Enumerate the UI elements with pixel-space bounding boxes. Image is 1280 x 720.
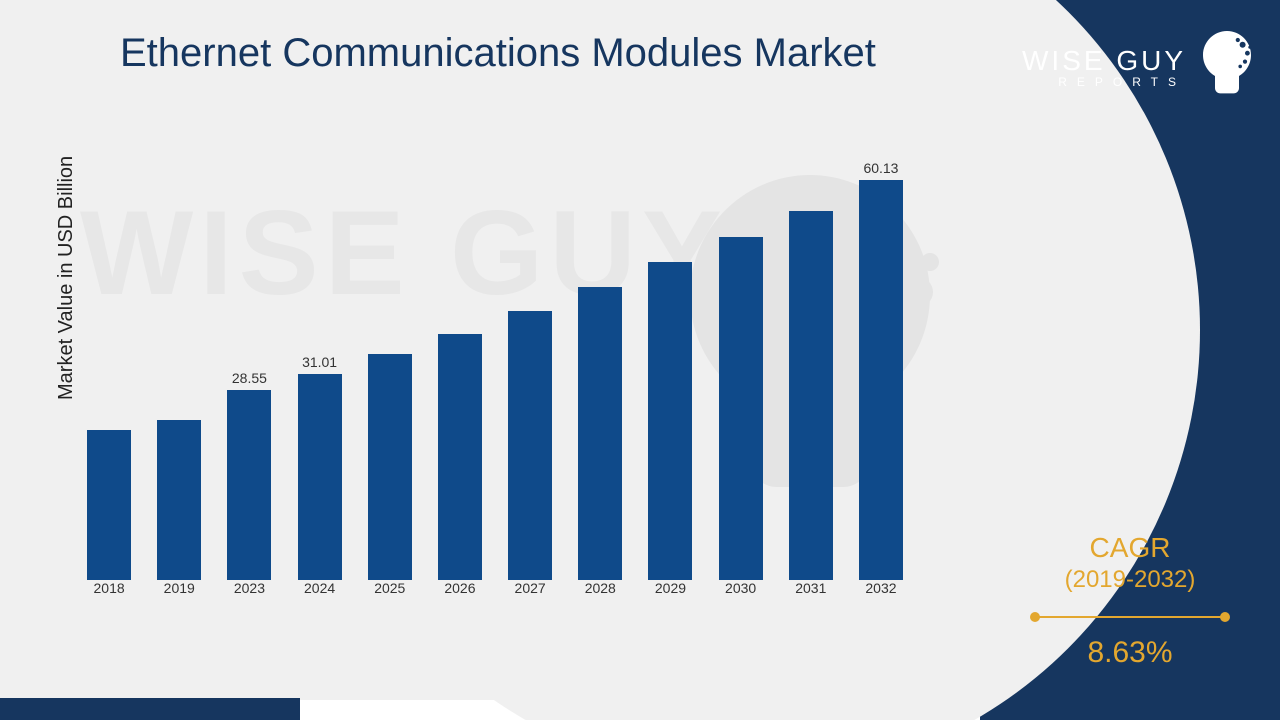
bottom-strip bbox=[0, 698, 300, 720]
bar bbox=[438, 334, 482, 580]
bar-wrap: 28.55 bbox=[224, 390, 274, 580]
bar bbox=[648, 262, 692, 580]
bar bbox=[227, 390, 271, 580]
x-tick: 2024 bbox=[295, 580, 345, 600]
bar-wrap: 60.13 bbox=[856, 180, 906, 580]
x-tick: 2023 bbox=[224, 580, 274, 600]
bar-value-label: 60.13 bbox=[863, 160, 898, 176]
brand-line2: REPORTS bbox=[1022, 75, 1186, 89]
x-tick: 2027 bbox=[505, 580, 555, 600]
chart-title: Ethernet Communications Modules Market bbox=[120, 30, 880, 76]
bar-wrap: 31.01 bbox=[295, 374, 345, 580]
x-tick: 2019 bbox=[154, 580, 204, 600]
y-axis-label: Market Value in USD Billion bbox=[55, 156, 78, 400]
bar bbox=[789, 211, 833, 580]
brand-logo: WISE GUY REPORTS bbox=[1022, 28, 1258, 105]
bar-wrap bbox=[365, 354, 415, 580]
bar-value-label: 31.01 bbox=[302, 354, 337, 370]
bar bbox=[87, 430, 131, 580]
head-icon bbox=[1196, 28, 1258, 105]
cagr-divider bbox=[1035, 616, 1225, 618]
cagr-period: (2019-2032) bbox=[1008, 566, 1252, 594]
brand-line1: WISE GUY bbox=[1022, 45, 1186, 77]
cagr-block: CAGR (2019-2032) 8.63% bbox=[1008, 532, 1252, 670]
bar-wrap bbox=[435, 334, 485, 580]
x-tick: 2026 bbox=[435, 580, 485, 600]
bar bbox=[157, 420, 201, 580]
stage: WISE GUY Ethernet Communications Modules… bbox=[0, 0, 1280, 720]
cagr-label: CAGR bbox=[1008, 532, 1252, 564]
x-tick: 2031 bbox=[786, 580, 836, 600]
bar-wrap bbox=[575, 287, 625, 580]
bar-wrap bbox=[716, 237, 766, 580]
bar bbox=[578, 287, 622, 580]
brand-text: WISE GUY REPORTS bbox=[1022, 45, 1186, 89]
cagr-value: 8.63% bbox=[1008, 636, 1252, 670]
bar bbox=[508, 311, 552, 580]
bar bbox=[719, 237, 763, 580]
plot-area: 28.55 31.01 60.13 2018 2019 2023 2024 2025 2026… bbox=[80, 180, 910, 600]
bar-wrap bbox=[505, 311, 555, 580]
bars-container: 28.55 31.01 60.13 bbox=[80, 180, 910, 580]
bar-wrap bbox=[645, 262, 695, 580]
x-axis: 2018 2019 2023 2024 2025 2026 2027 2028 2029 2030… bbox=[80, 580, 910, 600]
bar-wrap bbox=[84, 430, 134, 580]
bar-value-label: 28.55 bbox=[232, 370, 267, 386]
bar bbox=[859, 180, 903, 580]
x-tick: 2030 bbox=[716, 580, 766, 600]
bar bbox=[368, 354, 412, 580]
bar-wrap bbox=[154, 420, 204, 580]
x-tick: 2032 bbox=[856, 580, 906, 600]
bar bbox=[298, 374, 342, 580]
x-tick: 2025 bbox=[365, 580, 415, 600]
x-tick: 2029 bbox=[645, 580, 695, 600]
bar-wrap bbox=[786, 211, 836, 580]
x-tick: 2028 bbox=[575, 580, 625, 600]
x-tick: 2018 bbox=[84, 580, 134, 600]
